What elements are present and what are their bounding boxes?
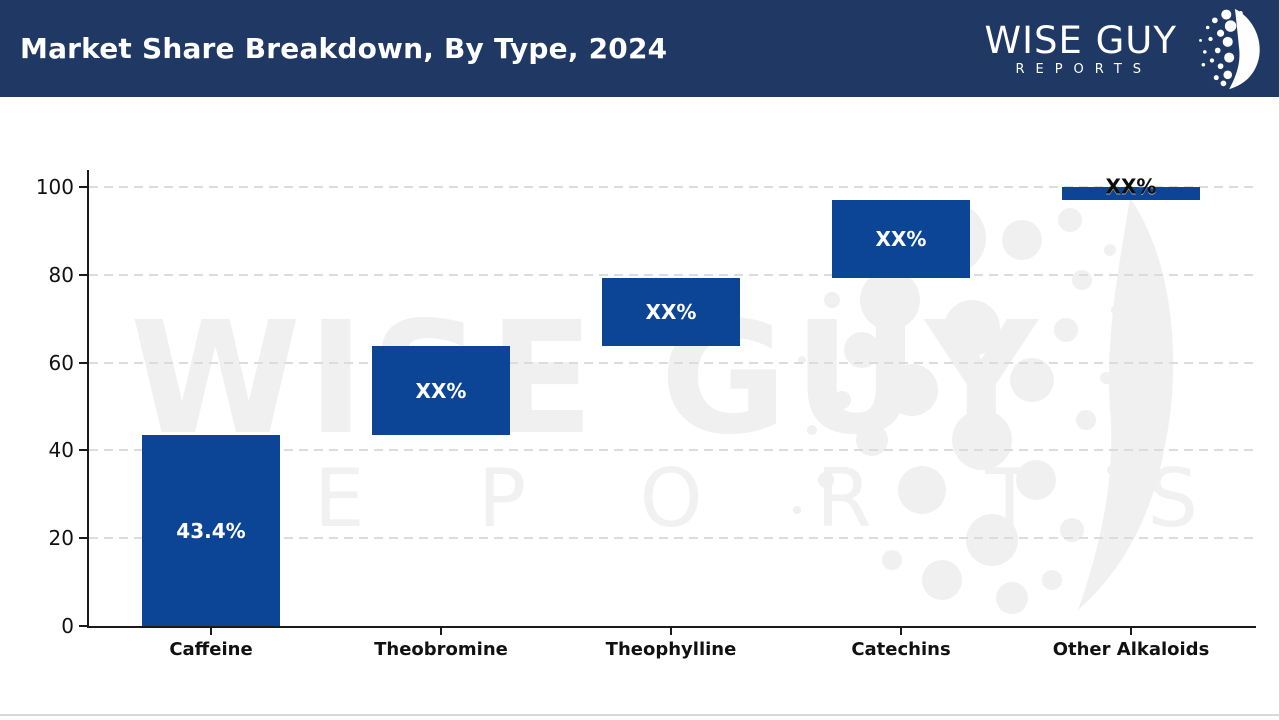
bar-segment: XX% (602, 278, 740, 347)
gridline-60 (89, 361, 1256, 364)
bar-segment: XX% (372, 346, 510, 436)
y-axis-line (87, 170, 89, 628)
bar-value-label: XX% (645, 300, 697, 325)
y-tick-80 (79, 273, 87, 276)
y-tick-40 (79, 449, 87, 452)
logo-head-icon (1199, 8, 1260, 90)
bar-segment: 43.4% (142, 435, 280, 626)
page-title: Market Share Breakdown, By Type, 2024 (20, 32, 668, 65)
y-tick-100 (79, 186, 87, 188)
y-tick-label: 60 (48, 350, 74, 375)
bar-value-label: XX% (875, 227, 927, 251)
x-tick (900, 628, 902, 635)
bar-segment: XX% (1062, 175, 1200, 200)
x-tick (440, 628, 442, 635)
bottom-divider (0, 714, 1279, 716)
bar-value-label: XX% (1105, 174, 1157, 199)
logo-text: WISE GUY REPORTS (985, 22, 1177, 77)
x-axis-label: Other Alkaloids (1052, 639, 1210, 660)
gridline-20 (89, 537, 1256, 540)
x-axis-line (87, 626, 1256, 628)
bar-value-label: 43.4% (176, 518, 246, 543)
y-tick-label: 100 (35, 175, 74, 199)
wise-guy-logo: WISE GUY REPORTS (985, 6, 1265, 92)
x-tick (1130, 628, 1132, 635)
y-tick-label: 20 (48, 526, 74, 551)
gridline-80 (89, 273, 1256, 276)
x-axis-label: Catechins (851, 639, 951, 660)
y-tick-60 (79, 361, 87, 364)
y-tick-label: 40 (48, 438, 74, 463)
y-tick-0 (79, 625, 87, 627)
logo-brand-sub: REPORTS (1015, 61, 1153, 77)
x-axis-label: Caffeine (169, 639, 253, 660)
logo-brand-name: WISE GUY (984, 18, 1177, 62)
x-axis-label: Theobromine (374, 639, 508, 660)
y-tick-label: 0 (61, 614, 74, 638)
x-tick (210, 628, 212, 635)
bar-segment: XX% (832, 199, 970, 279)
y-tick-20 (79, 537, 87, 540)
bar-value-label: XX% (415, 378, 467, 403)
gridline-40 (89, 449, 1256, 452)
x-tick (670, 628, 672, 635)
y-tick-label: 80 (48, 262, 74, 287)
header-bar: Market Share Breakdown, By Type, 2024 WI… (0, 0, 1279, 97)
gridline-100 (89, 186, 1256, 188)
x-axis-label: Theophylline (605, 639, 737, 660)
